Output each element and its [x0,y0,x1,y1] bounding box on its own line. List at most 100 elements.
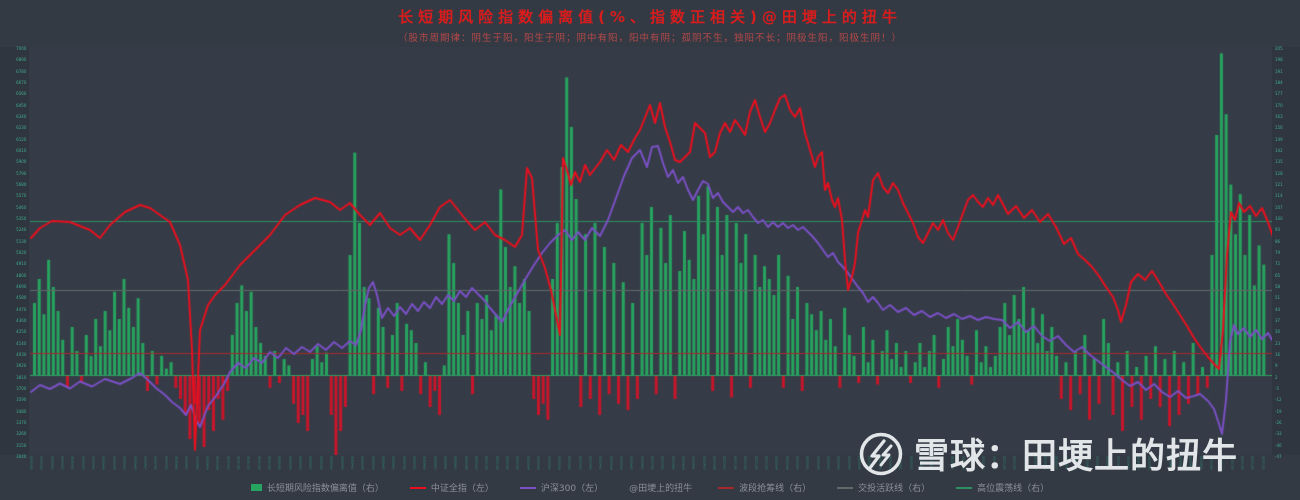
chart-subtitle: （股市周期律：阴生于阳，阳生于阴；阴中有阳，阳中有阴；孤阴不生，独阳不长；阴极生… [397,33,902,44]
axis-tick-label: 93 [1275,227,1281,233]
date-label: 2021/06/01 [630,456,633,470]
axis-tick-label: 5020 [15,250,26,255]
axis-tick-label: 4580 [15,295,26,301]
legend-item[interactable]: 高位震荡线（右） [956,481,1049,494]
axis-tick-label: 2 [1275,375,1278,380]
chart-canvas [30,47,1272,455]
date-label: 2020/04/15 [350,456,354,470]
date-label: 2023/01/03 [1023,456,1027,470]
date-label: 2022/03/15 [826,456,830,470]
date-label: 2022/12/15 [1013,456,1016,470]
axis-tick-label: -33 [1275,431,1282,437]
date-label: 2021/12/15 [764,456,768,470]
axis-tick-label: 4910 [15,261,26,267]
date-label: 2020/03/16 [330,456,333,470]
watermark-text: 雪球：田埂上的扭牛 [914,437,1239,477]
date-label: 2023/09/15 [1199,456,1203,470]
date-label: 2022/06/15 [889,456,892,470]
axis-tick-label: 4360 [15,318,26,323]
date-label: 2022/09/15 [951,456,954,470]
date-label: 2021/08/02 [671,456,675,470]
legend-marker-line [409,486,426,489]
legend-item-label: 长短期风险指数偏离值（右） [266,484,384,494]
legend-item-label: 高位震荡线（右） [977,484,1050,494]
date-label: 2021/07/15 [661,456,665,470]
date-label: 2020/05/06 [361,456,364,470]
date-label: 2023/09/01 [1189,456,1192,470]
legend-marker-line [956,486,973,489]
date-label: 2021/11/15 [744,456,747,470]
legend-item-label: 交投活跃线（右） [858,484,931,494]
axis-tick-label: 100 [1275,216,1283,221]
date-label: 2021/04/01 [588,456,592,470]
axis-tick-label: 6450 [15,103,26,108]
axis-tick-label: 163 [1275,114,1283,119]
date-label: 2019/02/15 [61,456,64,470]
date-label: 2020/08/03 [423,456,426,470]
date-label: 2023/12/01 [1251,456,1254,470]
axis-tick-label: 5900 [15,159,26,165]
date-label: 2019/01/02 [30,456,33,470]
axis-tick-label: 3150 [15,443,26,448]
date-label: 2021/03/01 [568,456,571,470]
date-label: 2020/11/16 [495,456,499,470]
axis-tick-label: 5790 [15,171,26,176]
axis-tick-label: 3920 [15,363,26,369]
axis-tick-label: 16 [1275,352,1281,357]
date-label: 2022/06/01 [878,456,882,470]
date-label: 2020/01/02 [278,456,282,470]
axis-tick-label: 142 [1275,148,1283,153]
axis-tick-label: 114 [1275,193,1283,199]
legend-marker-line [519,486,536,489]
date-label: 2019/12/02 [257,456,261,470]
axis-tick-label: 121 [1275,182,1283,187]
date-label: 2021/06/15 [640,456,644,470]
date-label: 2023/02/15 [1054,456,1058,470]
date-label: 2022/10/10 [961,456,965,470]
axis-tick-label: 51 [1275,295,1281,301]
date-label: 2021/12/01 [754,456,758,470]
date-label: 2022/12/01 [1002,456,1006,470]
legend-item[interactable]: 波段抢筹线（右） [718,481,811,494]
date-label: 2022/07/15 [909,456,913,470]
axis-tick-label: 5130 [15,239,26,244]
date-label: 2021/03/15 [578,456,582,470]
date-label: 2019/08/15 [185,456,188,470]
axis-tick-label: 5680 [15,182,26,187]
date-label: 2019/02/01 [50,456,54,470]
axis-tick-label: 5460 [15,205,26,210]
date-label: 2019/10/22 [226,456,230,470]
date-label: 2021/04/15 [599,456,602,470]
date-label: 2020/07/15 [412,456,416,470]
date-label: 2023/07/17 [1158,456,1161,470]
legend-item[interactable]: @田埂上的扭牛 [629,481,692,494]
legend-marker-line [837,486,854,489]
axis-tick-label: -12 [1275,397,1282,403]
date-label: 2020/09/15 [454,456,458,470]
date-label: 2021/01/04 [526,456,530,470]
date-label: 2019/07/15 [164,456,168,470]
date-label: 2019/09/02 [195,456,199,470]
axis-tick-label: -5 [1275,386,1279,391]
date-label: 2022/11/01 [982,456,985,470]
axis-tick-label: 4030 [15,352,26,357]
legend-item[interactable]: 中证全指（左） [409,481,494,494]
date-label: 2023/10/09 [1209,456,1213,470]
date-label: 2020/09/01 [444,456,447,470]
legend-item[interactable]: 长短期风险指数偏离值（右） [250,481,384,494]
chart-title: 长短期风险指数偏离值(%、指数正相关)@田埂上的扭牛 [398,8,902,26]
legend-item[interactable]: 交投活跃线（右） [837,481,930,494]
date-label: 2019/08/01 [174,456,178,470]
legend-item-label: 波段抢筹线（右） [739,484,812,494]
axis-tick-label: 58 [1275,284,1281,289]
axis-tick-label: 3480 [15,409,26,414]
axis-tick-label: 5240 [15,227,26,233]
axis-tick-label: 4690 [15,284,26,289]
date-label: 2019/05/20 [123,456,126,470]
date-label: 2023/04/03 [1085,456,1089,470]
legend-item[interactable]: 沪深300（左） [519,481,603,494]
axis-tick-label: 7000 [15,46,26,51]
axis-tick-label: 6780 [15,69,26,74]
date-label: 2022/05/19 [868,456,872,470]
